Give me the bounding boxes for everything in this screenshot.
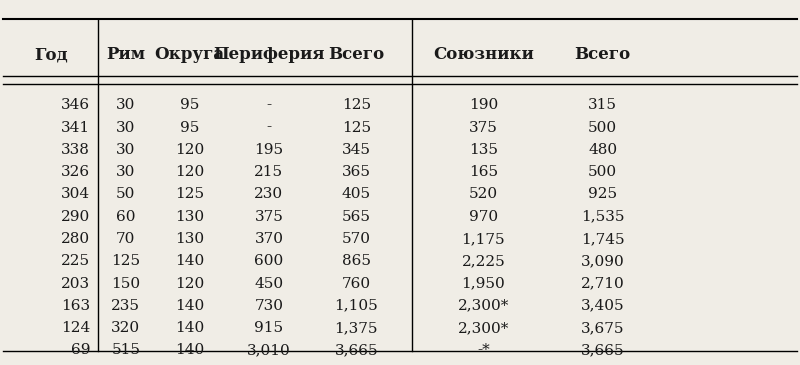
Text: 370: 370 xyxy=(254,232,283,246)
Text: 2,300*: 2,300* xyxy=(458,321,509,335)
Text: 124: 124 xyxy=(61,321,90,335)
Text: 925: 925 xyxy=(588,187,617,201)
Text: 375: 375 xyxy=(469,120,498,135)
Text: 600: 600 xyxy=(254,254,283,268)
Text: 345: 345 xyxy=(342,143,371,157)
Text: Год: Год xyxy=(34,46,68,64)
Text: 3,665: 3,665 xyxy=(334,343,378,357)
Text: 120: 120 xyxy=(175,143,204,157)
Text: 30: 30 xyxy=(116,165,136,179)
Text: 341: 341 xyxy=(61,120,90,135)
Text: 150: 150 xyxy=(111,277,141,291)
Text: 365: 365 xyxy=(342,165,371,179)
Text: 320: 320 xyxy=(111,321,141,335)
Text: Округа: Округа xyxy=(154,46,225,64)
Text: 30: 30 xyxy=(116,98,136,112)
Text: 60: 60 xyxy=(116,210,136,224)
Text: 69: 69 xyxy=(70,343,90,357)
Text: 326: 326 xyxy=(61,165,90,179)
Text: 315: 315 xyxy=(588,98,617,112)
Text: 3,675: 3,675 xyxy=(581,321,624,335)
Text: 915: 915 xyxy=(254,321,283,335)
Text: 130: 130 xyxy=(175,232,204,246)
Text: 125: 125 xyxy=(175,187,204,201)
Text: 338: 338 xyxy=(62,143,90,157)
Text: 375: 375 xyxy=(254,210,283,224)
Text: 95: 95 xyxy=(180,120,199,135)
Text: 140: 140 xyxy=(175,254,204,268)
Text: 125: 125 xyxy=(342,120,371,135)
Text: 290: 290 xyxy=(61,210,90,224)
Text: 3,405: 3,405 xyxy=(581,299,624,313)
Text: 215: 215 xyxy=(254,165,283,179)
Text: Всего: Всего xyxy=(574,46,630,64)
Text: 125: 125 xyxy=(111,254,141,268)
Text: 195: 195 xyxy=(254,143,283,157)
Text: Периферия: Периферия xyxy=(213,46,325,64)
Text: 135: 135 xyxy=(469,143,498,157)
Text: Всего: Всего xyxy=(328,46,384,64)
Text: 225: 225 xyxy=(61,254,90,268)
Text: 760: 760 xyxy=(342,277,371,291)
Text: 165: 165 xyxy=(469,165,498,179)
Text: 95: 95 xyxy=(180,98,199,112)
Text: 1,745: 1,745 xyxy=(581,232,624,246)
Text: 120: 120 xyxy=(175,277,204,291)
Text: 500: 500 xyxy=(588,165,617,179)
Text: 450: 450 xyxy=(254,277,283,291)
Text: 3,010: 3,010 xyxy=(247,343,290,357)
Text: 1,535: 1,535 xyxy=(581,210,624,224)
Text: 520: 520 xyxy=(469,187,498,201)
Text: 235: 235 xyxy=(111,299,141,313)
Text: 125: 125 xyxy=(342,98,371,112)
Text: 203: 203 xyxy=(61,277,90,291)
Text: -: - xyxy=(266,120,271,135)
Text: 140: 140 xyxy=(175,299,204,313)
Text: 515: 515 xyxy=(111,343,141,357)
Text: 1,175: 1,175 xyxy=(462,232,506,246)
Text: 970: 970 xyxy=(469,210,498,224)
Text: 50: 50 xyxy=(116,187,136,201)
Text: 565: 565 xyxy=(342,210,371,224)
Text: -: - xyxy=(266,98,271,112)
Text: 230: 230 xyxy=(254,187,283,201)
Text: 865: 865 xyxy=(342,254,371,268)
Text: 1,375: 1,375 xyxy=(334,321,378,335)
Text: 120: 120 xyxy=(175,165,204,179)
Text: 140: 140 xyxy=(175,343,204,357)
Text: 3,665: 3,665 xyxy=(581,343,624,357)
Text: 570: 570 xyxy=(342,232,371,246)
Text: 3,090: 3,090 xyxy=(581,254,625,268)
Text: -*: -* xyxy=(477,343,490,357)
Text: 730: 730 xyxy=(254,299,283,313)
Text: 346: 346 xyxy=(61,98,90,112)
Text: 2,225: 2,225 xyxy=(462,254,506,268)
Text: 30: 30 xyxy=(116,120,136,135)
Text: 163: 163 xyxy=(61,299,90,313)
Text: 30: 30 xyxy=(116,143,136,157)
Text: 70: 70 xyxy=(116,232,136,246)
Text: Рим: Рим xyxy=(106,46,146,64)
Text: 2,710: 2,710 xyxy=(581,277,625,291)
Text: 500: 500 xyxy=(588,120,617,135)
Text: 480: 480 xyxy=(588,143,617,157)
Text: 280: 280 xyxy=(61,232,90,246)
Text: 1,105: 1,105 xyxy=(334,299,378,313)
Text: 190: 190 xyxy=(469,98,498,112)
Text: 304: 304 xyxy=(61,187,90,201)
Text: 130: 130 xyxy=(175,210,204,224)
Text: 140: 140 xyxy=(175,321,204,335)
Text: 1,950: 1,950 xyxy=(462,277,506,291)
Text: Союзники: Союзники xyxy=(433,46,534,64)
Text: 2,300*: 2,300* xyxy=(458,299,509,313)
Text: 405: 405 xyxy=(342,187,371,201)
